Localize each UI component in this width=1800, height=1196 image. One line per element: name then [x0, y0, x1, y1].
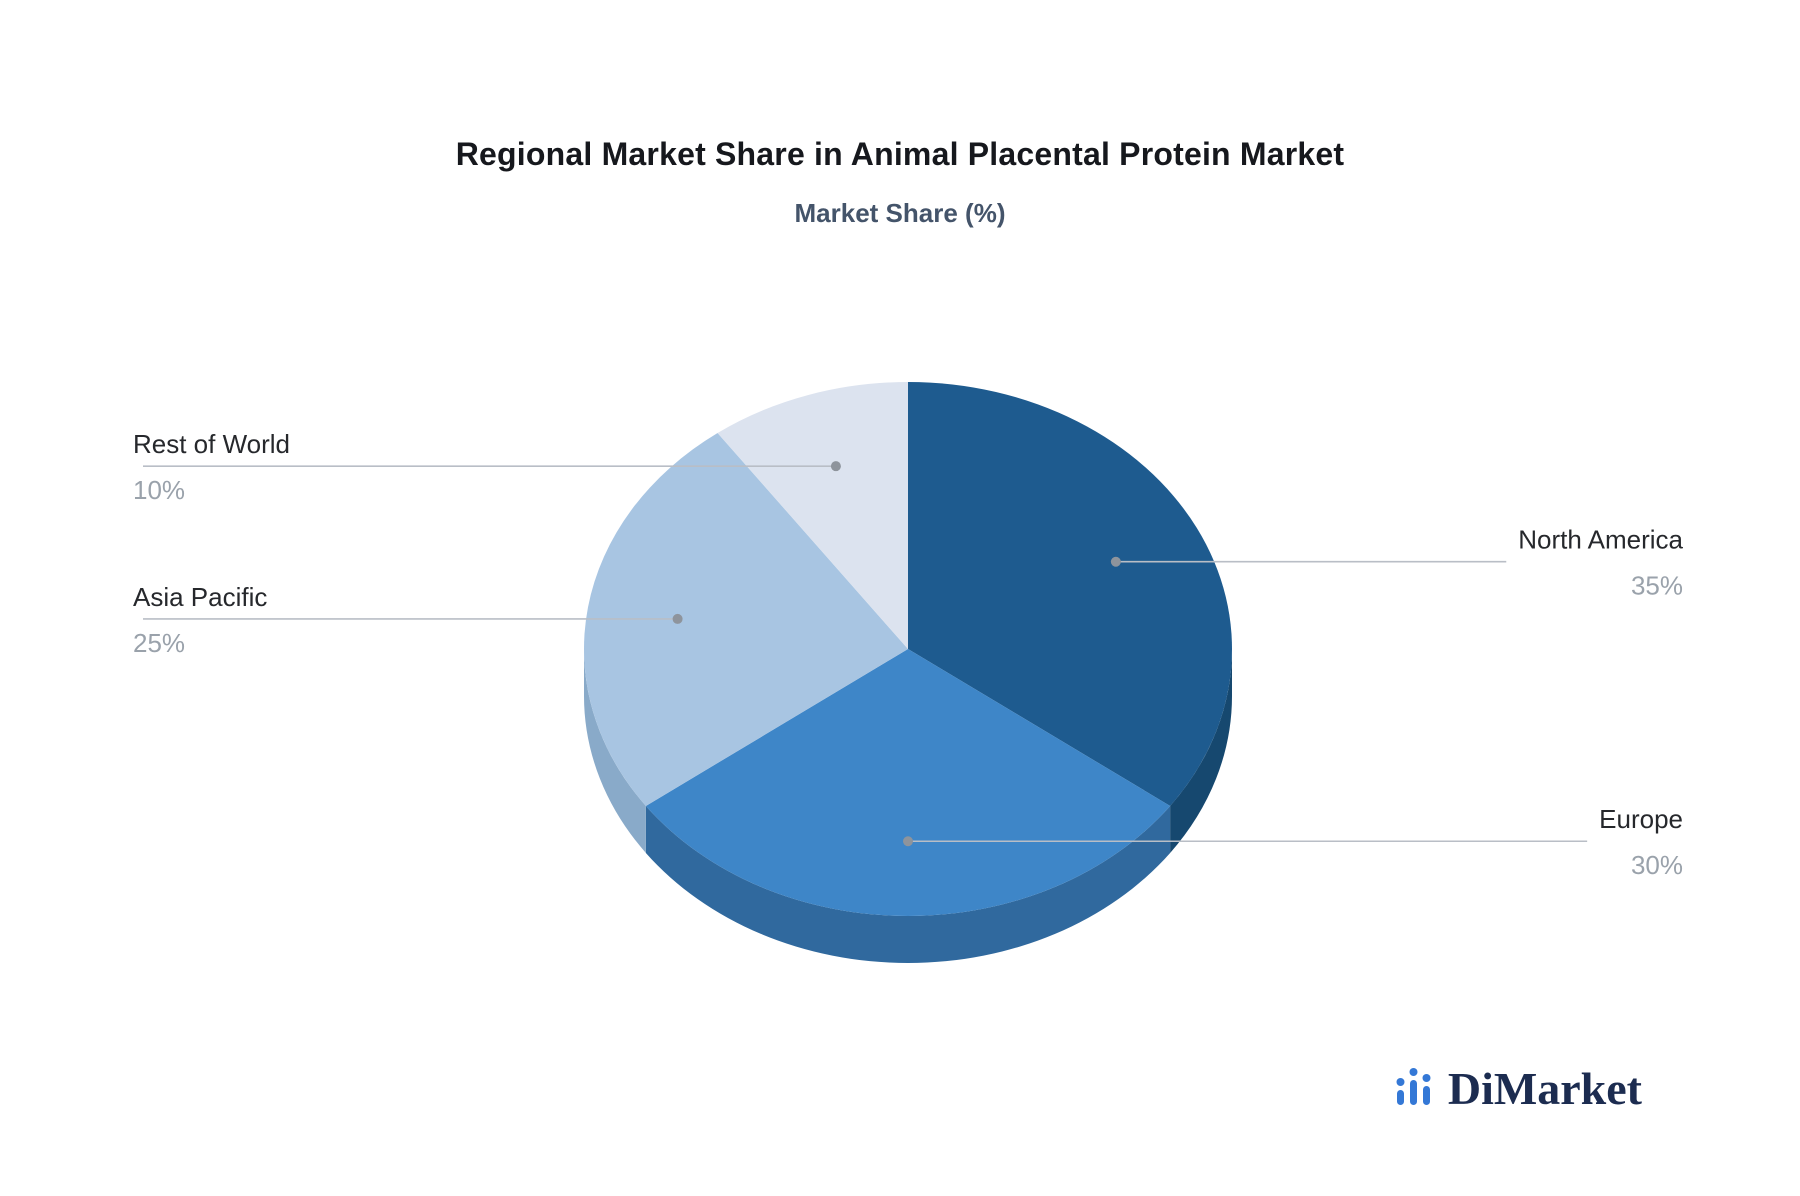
pie-slice-rest-of-world	[717, 382, 908, 649]
logo-text: DiMarket	[1447, 1063, 1642, 1114]
logo: DiMarket	[1391, 1064, 1642, 1112]
chart-title: Regional Market Share in Animal Placenta…	[455, 136, 1345, 172]
chart-subtitle: Market Share (%)	[794, 198, 1006, 228]
slice-label-north-america: North America	[1518, 525, 1683, 555]
slice-label-asia-pacific: Asia Pacific	[133, 582, 267, 612]
slice-label-rest-of-world: Rest of World	[133, 429, 290, 459]
pie-slice-side-europe	[645, 805, 1171, 963]
pie-slice-side-asia-pacific	[584, 649, 646, 853]
leader-dot-asia-pacific	[672, 613, 683, 624]
leader-dot-rest-of-world	[830, 461, 841, 472]
leader-dot-north-america	[1110, 556, 1121, 567]
slice-value-asia-pacific: 25%	[133, 628, 185, 658]
slice-value-rest-of-world: 10%	[133, 475, 185, 505]
leader-dot-europe	[903, 836, 913, 847]
pie-slice-side-north-america	[1170, 649, 1232, 853]
bar-chart-icon	[1396, 1068, 1431, 1105]
pie-slice-asia-pacific	[583, 432, 908, 806]
pie-slice-europe	[645, 649, 1171, 917]
slice-label-europe: Europe	[1599, 804, 1683, 834]
pie-slice-north-america	[908, 382, 1232, 806]
slice-value-europe: 30%	[1631, 850, 1683, 880]
slice-value-north-america: 35%	[1631, 571, 1683, 601]
